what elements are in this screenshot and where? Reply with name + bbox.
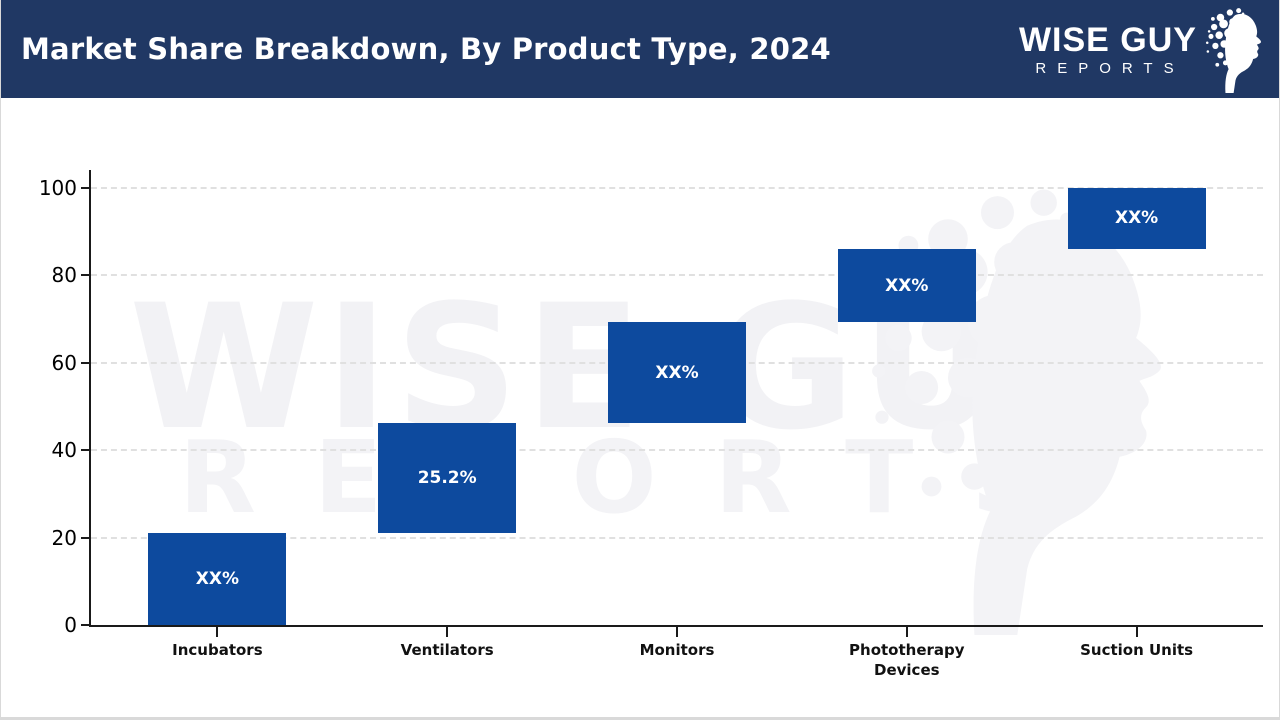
bar-value-label: XX% [885, 275, 929, 296]
x-axis-category-label: Incubators [172, 641, 263, 659]
gridline-40 [91, 449, 1263, 451]
x-axis-tick-mark [216, 627, 219, 637]
x-axis-tick-mark [446, 627, 449, 637]
bar-value-label: XX% [655, 362, 699, 383]
x-axis-tick-mark [1135, 627, 1138, 637]
x-axis-category-label: Phototherapy Devices [849, 641, 965, 679]
bar-ventilators: 25.2% [378, 422, 517, 534]
x-axis-tick-mark [676, 627, 678, 637]
logo-brand-text: WISE GUY [1018, 20, 1197, 59]
gridline-20 [91, 536, 1263, 539]
y-axis-tick-mark [81, 624, 89, 626]
y-axis-tick-mark [81, 274, 89, 276]
logo-subtitle-text: REPORTS [1035, 59, 1185, 77]
y-axis-tick-label: 100 [38, 175, 77, 200]
bar-phototherapy-devices: XX% [837, 248, 976, 323]
x-axis-category-label: Monitors [639, 641, 715, 659]
gridline-100 [91, 186, 1263, 189]
y-axis-tick-label: 80 [51, 263, 77, 287]
y-axis-tick-mark [81, 361, 89, 364]
bar-value-label: XX% [195, 569, 240, 590]
y-axis-tick-mark [81, 186, 89, 189]
bar-value-label: XX% [1114, 208, 1159, 229]
y-axis-tick-mark [81, 449, 89, 451]
bar-value-label: 25.2% [417, 468, 477, 488]
wise-guy-logo: WISE GUY REPORTS [1019, 0, 1265, 98]
y-axis-tick-label: 60 [51, 350, 77, 375]
bar-incubators: XX% [148, 533, 287, 625]
x-axis-tick-mark [905, 627, 908, 637]
y-axis-tick-label: 0 [64, 613, 77, 637]
watermark-subtitle-text: REPORTS [179, 419, 1102, 536]
header-banner: Market Share Breakdown, By Product Type,… [1, 0, 1279, 98]
bar-monitors: XX% [608, 322, 746, 423]
bar-suction-units: XX% [1067, 187, 1206, 249]
gridline-80 [91, 274, 1263, 276]
x-axis-category-label: Ventilators [400, 641, 494, 659]
y-axis-tick-label: 40 [51, 438, 77, 462]
logo-face-icon [1201, 5, 1265, 93]
plot-area: 0 20 40 60 80 100 XX% Incubators 25.2% Ventilator… [39, 170, 1263, 679]
page-title: Market Share Breakdown, By Product Type,… [21, 32, 831, 66]
y-axis-tick-label: 20 [51, 525, 77, 550]
logo-wordmark: WISE GUY REPORTS [1019, 22, 1197, 77]
y-axis-tick-mark [81, 536, 89, 539]
x-axis-category-label: Suction Units [1080, 641, 1194, 659]
